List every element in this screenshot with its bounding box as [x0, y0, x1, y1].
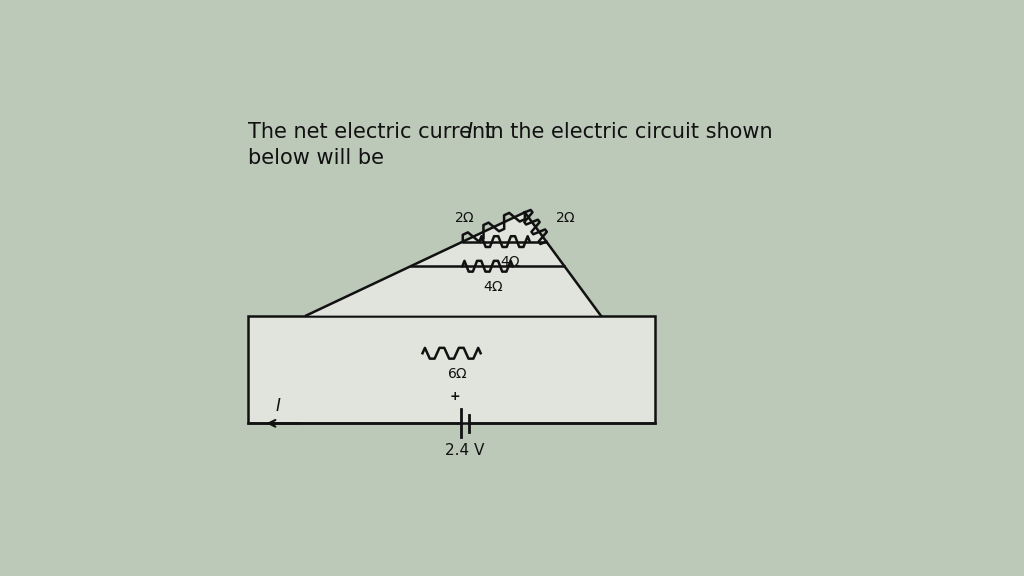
Text: in the electric circuit shown: in the electric circuit shown [478, 122, 773, 142]
Text: 2$\Omega$: 2$\Omega$ [555, 211, 575, 225]
Text: The net electric current: The net electric current [248, 122, 500, 142]
Text: I: I [467, 122, 473, 142]
Text: 4$\Omega$: 4$\Omega$ [483, 280, 504, 294]
Text: I: I [275, 397, 280, 415]
Text: +: + [450, 391, 461, 403]
Text: 6$\Omega$: 6$\Omega$ [447, 367, 468, 381]
Text: 2$\Omega$: 2$\Omega$ [454, 211, 475, 225]
Text: below will be: below will be [248, 147, 384, 168]
Text: 2.4 V: 2.4 V [445, 444, 484, 458]
Polygon shape [306, 213, 601, 316]
Polygon shape [248, 316, 655, 423]
Text: 4$\Omega$: 4$\Omega$ [501, 256, 521, 270]
